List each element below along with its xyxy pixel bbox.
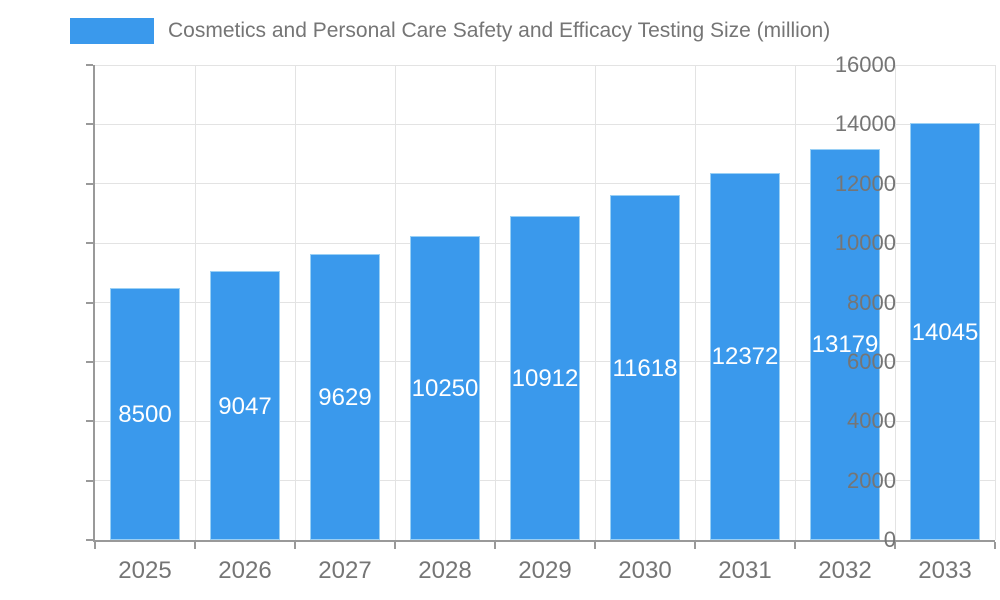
x-tick-label: 2025 bbox=[118, 557, 172, 584]
x-tick-mark bbox=[694, 542, 696, 549]
chart-title: Cosmetics and Personal Care Safety and E… bbox=[168, 19, 831, 42]
y-tick-mark bbox=[86, 182, 93, 185]
y-tick-mark bbox=[86, 301, 93, 304]
x-tick-label: 2029 bbox=[518, 557, 572, 584]
y-tick-mark bbox=[86, 479, 93, 482]
x-tick-label: 2027 bbox=[318, 557, 372, 584]
y-tick-mark bbox=[86, 539, 93, 541]
x-tick-mark bbox=[94, 542, 96, 549]
x-axis-line bbox=[93, 540, 995, 542]
bar-value-label: 11618 bbox=[612, 354, 678, 382]
x-grid-line bbox=[594, 65, 596, 540]
x-tick-mark bbox=[794, 542, 796, 549]
y-grid-line bbox=[95, 123, 995, 125]
bar[interactable]: 11618 bbox=[610, 195, 680, 540]
y-tick-mark bbox=[86, 360, 93, 363]
x-grid-line bbox=[194, 65, 196, 540]
legend-swatch-icon bbox=[70, 18, 154, 44]
x-tick-label: 2026 bbox=[218, 557, 272, 584]
x-grid-line bbox=[794, 65, 796, 540]
legend-item[interactable]: Cosmetics and Personal Care Safety and E… bbox=[70, 16, 830, 46]
y-tick-label: 6000 bbox=[847, 348, 896, 374]
bar[interactable]: 12372 bbox=[710, 172, 780, 540]
x-tick-label: 2031 bbox=[718, 557, 772, 584]
x-tick-mark bbox=[894, 542, 896, 549]
x-tick-label: 2028 bbox=[418, 557, 472, 584]
x-tick-label: 2032 bbox=[818, 557, 872, 584]
bar-value-label: 10250 bbox=[411, 374, 479, 402]
x-tick-mark bbox=[194, 542, 196, 549]
y-tick-label: 14000 bbox=[834, 111, 896, 137]
y-tick-label: 12000 bbox=[834, 170, 896, 196]
x-tick-mark bbox=[294, 542, 296, 549]
y-axis-line bbox=[93, 65, 95, 540]
y-tick-mark bbox=[86, 420, 93, 423]
bar[interactable]: 9629 bbox=[310, 254, 380, 540]
bar[interactable]: 13179 bbox=[810, 148, 880, 540]
x-grid-line bbox=[694, 65, 696, 540]
x-tick-mark bbox=[594, 542, 596, 549]
y-tick-mark bbox=[86, 64, 93, 66]
bar-value-label: 10912 bbox=[511, 365, 579, 393]
x-tick-mark bbox=[494, 542, 496, 549]
y-grid-line bbox=[95, 183, 995, 185]
x-grid-line bbox=[494, 65, 496, 540]
bar-value-label: 14045 bbox=[911, 318, 979, 346]
y-tick-label: 8000 bbox=[847, 289, 896, 315]
y-tick-label: 16000 bbox=[834, 52, 896, 77]
bar-value-label: 9047 bbox=[218, 392, 272, 420]
bar-value-label: 13179 bbox=[811, 331, 879, 359]
x-tick-mark bbox=[994, 542, 996, 549]
x-grid-line bbox=[994, 65, 996, 540]
y-tick-label: 4000 bbox=[847, 408, 896, 434]
y-tick-label: 0 bbox=[883, 527, 896, 552]
bar-value-label: 9629 bbox=[318, 384, 372, 412]
bar[interactable]: 10250 bbox=[410, 235, 480, 540]
y-grid-line bbox=[95, 64, 995, 66]
y-tick-label: 10000 bbox=[834, 230, 896, 256]
x-tick-label: 2030 bbox=[618, 557, 672, 584]
bar-value-label: 12372 bbox=[711, 343, 779, 371]
x-tick-label: 2033 bbox=[918, 557, 972, 584]
bar-value-label: 8500 bbox=[118, 400, 172, 428]
bar[interactable]: 10912 bbox=[510, 216, 580, 540]
x-grid-line bbox=[394, 65, 396, 540]
y-tick-mark bbox=[86, 242, 93, 245]
bar[interactable]: 8500 bbox=[110, 287, 180, 540]
x-tick-mark bbox=[394, 542, 396, 549]
x-grid-line bbox=[894, 65, 896, 540]
y-tick-mark bbox=[86, 123, 93, 126]
bar[interactable]: 9047 bbox=[210, 271, 280, 540]
plot-area: 8500 9047 9629 10250 10912 11618 12372 13179 140… bbox=[86, 64, 996, 549]
y-tick-label: 2000 bbox=[847, 467, 896, 493]
x-grid-line bbox=[294, 65, 296, 540]
bar[interactable]: 14045 bbox=[910, 123, 980, 540]
